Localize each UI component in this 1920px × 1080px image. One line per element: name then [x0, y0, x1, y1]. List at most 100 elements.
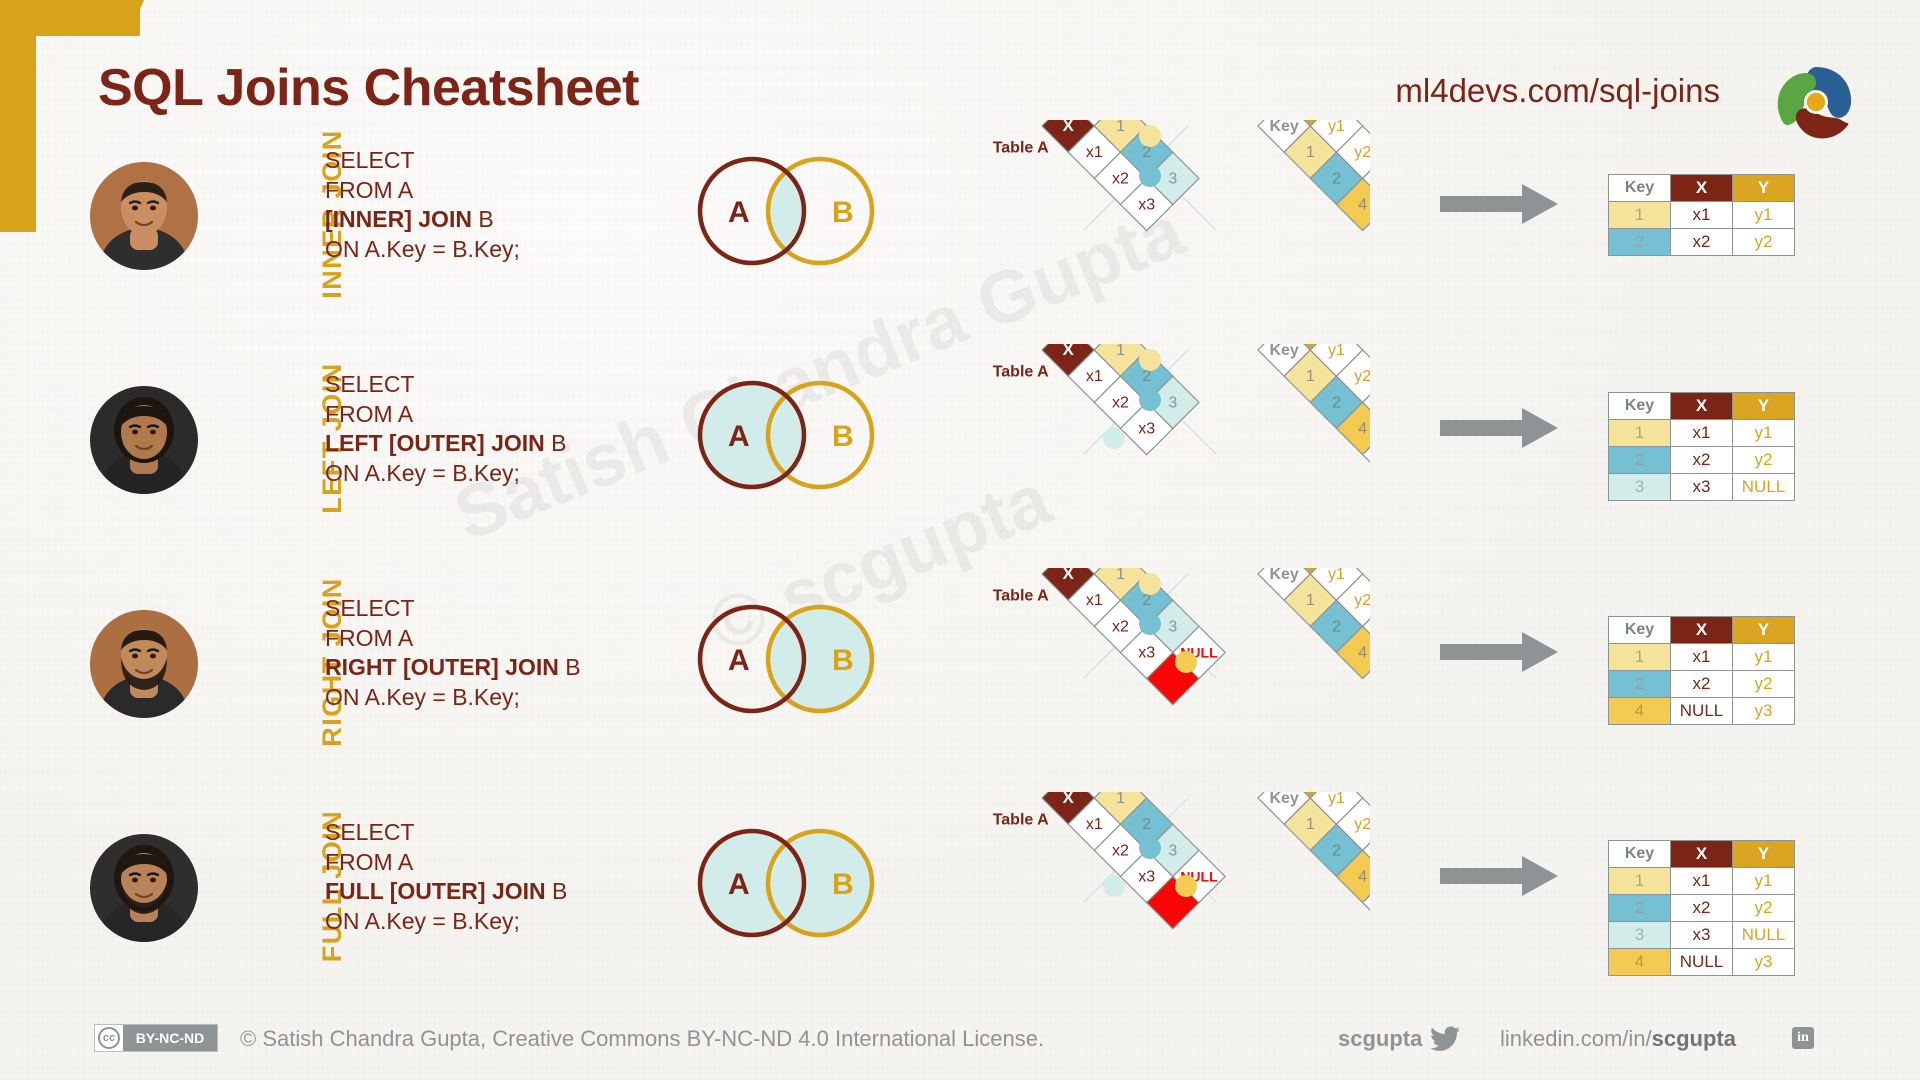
- result-cell-key: 1: [1608, 867, 1671, 895]
- svg-text:Key: Key: [1269, 120, 1298, 135]
- sql-line-join: RIGHT [OUTER] JOIN B: [325, 654, 581, 680]
- result-arrow-icon: [1440, 406, 1560, 450]
- result-cell-x: NULL: [1670, 948, 1733, 976]
- sql-line-on: ON A.Key = B.Key;: [325, 907, 520, 934]
- svg-text:y2: y2: [1354, 592, 1370, 609]
- result-cell-key: 2: [1608, 670, 1671, 698]
- svg-text:1: 1: [1116, 344, 1125, 359]
- svg-text:X: X: [1062, 120, 1074, 135]
- join-row-inner-join: INNER JOIN SELECT FROM A [INNER] JOIN B …: [0, 67, 1920, 366]
- sql-line-on: ON A.Key = B.Key;: [325, 235, 520, 262]
- svg-text:Table A: Table A: [993, 588, 1049, 605]
- svg-text:4: 4: [1358, 644, 1367, 661]
- sql-line-join: [INNER] JOIN B: [325, 206, 494, 232]
- sql-line-from: FROM A: [325, 848, 414, 875]
- join-row-right-join: RIGHT JOIN SELECT FROM A RIGHT [OUTER] J…: [0, 515, 1920, 814]
- result-header-y: Y: [1732, 616, 1795, 644]
- svg-text:x1: x1: [1086, 816, 1103, 833]
- result-header-key: Key: [1608, 174, 1671, 202]
- svg-text:y2: y2: [1354, 368, 1370, 385]
- svg-text:Key: Key: [1269, 344, 1298, 359]
- sql-line-on: ON A.Key = B.Key;: [325, 459, 520, 486]
- svg-text:x1: x1: [1086, 592, 1103, 609]
- result-table-head: Key X Y: [1608, 174, 1795, 202]
- svg-text:y1: y1: [1328, 568, 1345, 583]
- svg-text:Table A: Table A: [993, 812, 1049, 829]
- result-table-head: Key X Y: [1608, 616, 1795, 644]
- svg-text:1: 1: [1306, 592, 1315, 609]
- result-cell-y: NULL: [1732, 921, 1795, 949]
- svg-text:3: 3: [1168, 842, 1177, 859]
- page-footer: cc BY-NC-ND © Satish Chandra Gupta, Crea…: [0, 1018, 1920, 1062]
- result-header-key: Key: [1608, 840, 1671, 868]
- svg-text:X: X: [1062, 344, 1074, 359]
- join-row-full-join: FULL JOIN SELECT FROM A FULL [OUTER] JOI…: [0, 739, 1920, 1038]
- svg-text:A: A: [728, 868, 750, 901]
- svg-text:y2: y2: [1354, 144, 1370, 161]
- result-cell-y: y1: [1732, 867, 1795, 895]
- table-row: 4 NULL y3: [1608, 948, 1795, 976]
- result-cell-y: NULL: [1732, 473, 1795, 501]
- svg-text:4: 4: [1358, 420, 1367, 437]
- result-table-inner-join: Key X Y 1 x1 y1 2 x2 y2: [1608, 174, 1795, 256]
- svg-text:A: A: [728, 196, 750, 229]
- svg-text:y1: y1: [1328, 120, 1345, 135]
- result-table-body: 1 x1 y1 2 x2 y2: [1608, 201, 1795, 256]
- svg-text:x2: x2: [1112, 842, 1129, 859]
- svg-text:B: B: [832, 644, 854, 677]
- svg-text:y1: y1: [1328, 344, 1345, 359]
- site-url[interactable]: ml4devs.com/sql-joins: [1395, 72, 1720, 109]
- svg-text:2: 2: [1332, 618, 1341, 635]
- table-row: 1 x1 y1: [1608, 867, 1795, 895]
- result-cell-x: x3: [1670, 473, 1733, 501]
- svg-text:2: 2: [1332, 170, 1341, 187]
- result-table-right-join: Key X Y 1 x1 y1 2 x2 y2 4 NULL y3: [1608, 616, 1795, 725]
- venn-diagram-inner-join: A B: [690, 146, 890, 276]
- join-table-diagram-inner-join: XKeyx11x22x33Table A KeyY1y12y24y3Table …: [930, 67, 1416, 370]
- svg-text:Key: Key: [1269, 792, 1298, 807]
- svg-text:Table A: Table A: [993, 364, 1049, 381]
- result-cell-key: 1: [1608, 201, 1671, 229]
- join-table-diagram-left-join: XKeyx11x22x33Table A KeyY1y12y24y3NULLTa…: [930, 291, 1442, 594]
- svg-text:1: 1: [1116, 568, 1125, 583]
- svg-text:1: 1: [1306, 368, 1315, 385]
- linkedin-handle: scgupta: [1651, 1026, 1736, 1051]
- svg-text:x2: x2: [1112, 618, 1129, 635]
- result-cell-key: 3: [1608, 473, 1671, 501]
- result-cell-x: x2: [1670, 670, 1733, 698]
- svg-text:B: B: [832, 420, 854, 453]
- svg-text:x2: x2: [1112, 394, 1129, 411]
- svg-text:X: X: [1062, 568, 1074, 583]
- page-title: SQL Joins Cheatsheet: [98, 59, 639, 117]
- result-table-body: 1 x1 y1 2 x2 y2 4 NULL y3: [1608, 643, 1795, 725]
- svg-text:1: 1: [1116, 120, 1125, 135]
- sql-snippet-left-join: SELECT FROM A LEFT [OUTER] JOIN B ON A.K…: [325, 370, 567, 488]
- svg-text:2: 2: [1142, 816, 1151, 833]
- linkedin-prefix: linkedin.com/in/: [1500, 1026, 1652, 1051]
- svg-text:Table A: Table A: [993, 140, 1049, 157]
- copyright-text: © Satish Chandra Gupta, Creative Commons…: [240, 1026, 1045, 1051]
- svg-text:x1: x1: [1086, 144, 1103, 161]
- venn-diagram-left-join: A B: [690, 370, 890, 500]
- cc-icon: cc: [98, 1027, 120, 1049]
- result-arrow-icon: [1440, 630, 1560, 674]
- svg-text:B: B: [832, 868, 854, 901]
- twitter-icon[interactable]: [1430, 1026, 1460, 1057]
- result-cell-x: x3: [1670, 921, 1733, 949]
- creative-commons-badge: cc BY-NC-ND: [94, 1024, 218, 1052]
- result-cell-key: 2: [1608, 894, 1671, 922]
- svg-text:3: 3: [1168, 394, 1177, 411]
- table-row: 2 x2 y2: [1608, 228, 1795, 256]
- table-row: 1 x1 y1: [1608, 643, 1795, 671]
- twitter-handle[interactable]: scgupta: [1338, 1026, 1423, 1051]
- linkedin-url[interactable]: linkedin.com/in/scgupta: [1500, 1026, 1736, 1052]
- result-cell-y: y2: [1732, 446, 1795, 474]
- svg-text:A: A: [728, 420, 750, 453]
- avatar-full-join: [90, 834, 198, 942]
- linkedin-icon[interactable]: in: [1792, 1027, 1814, 1049]
- table-row: 2 x2 y2: [1608, 894, 1795, 922]
- sql-snippet-right-join: SELECT FROM A RIGHT [OUTER] JOIN B ON A.…: [325, 594, 581, 712]
- result-table-full-join: Key X Y 1 x1 y1 2 x2 y2 3 x3 NULL 4 NULL y…: [1608, 840, 1795, 976]
- result-header-x: X: [1670, 174, 1733, 202]
- result-header-x: X: [1670, 392, 1733, 420]
